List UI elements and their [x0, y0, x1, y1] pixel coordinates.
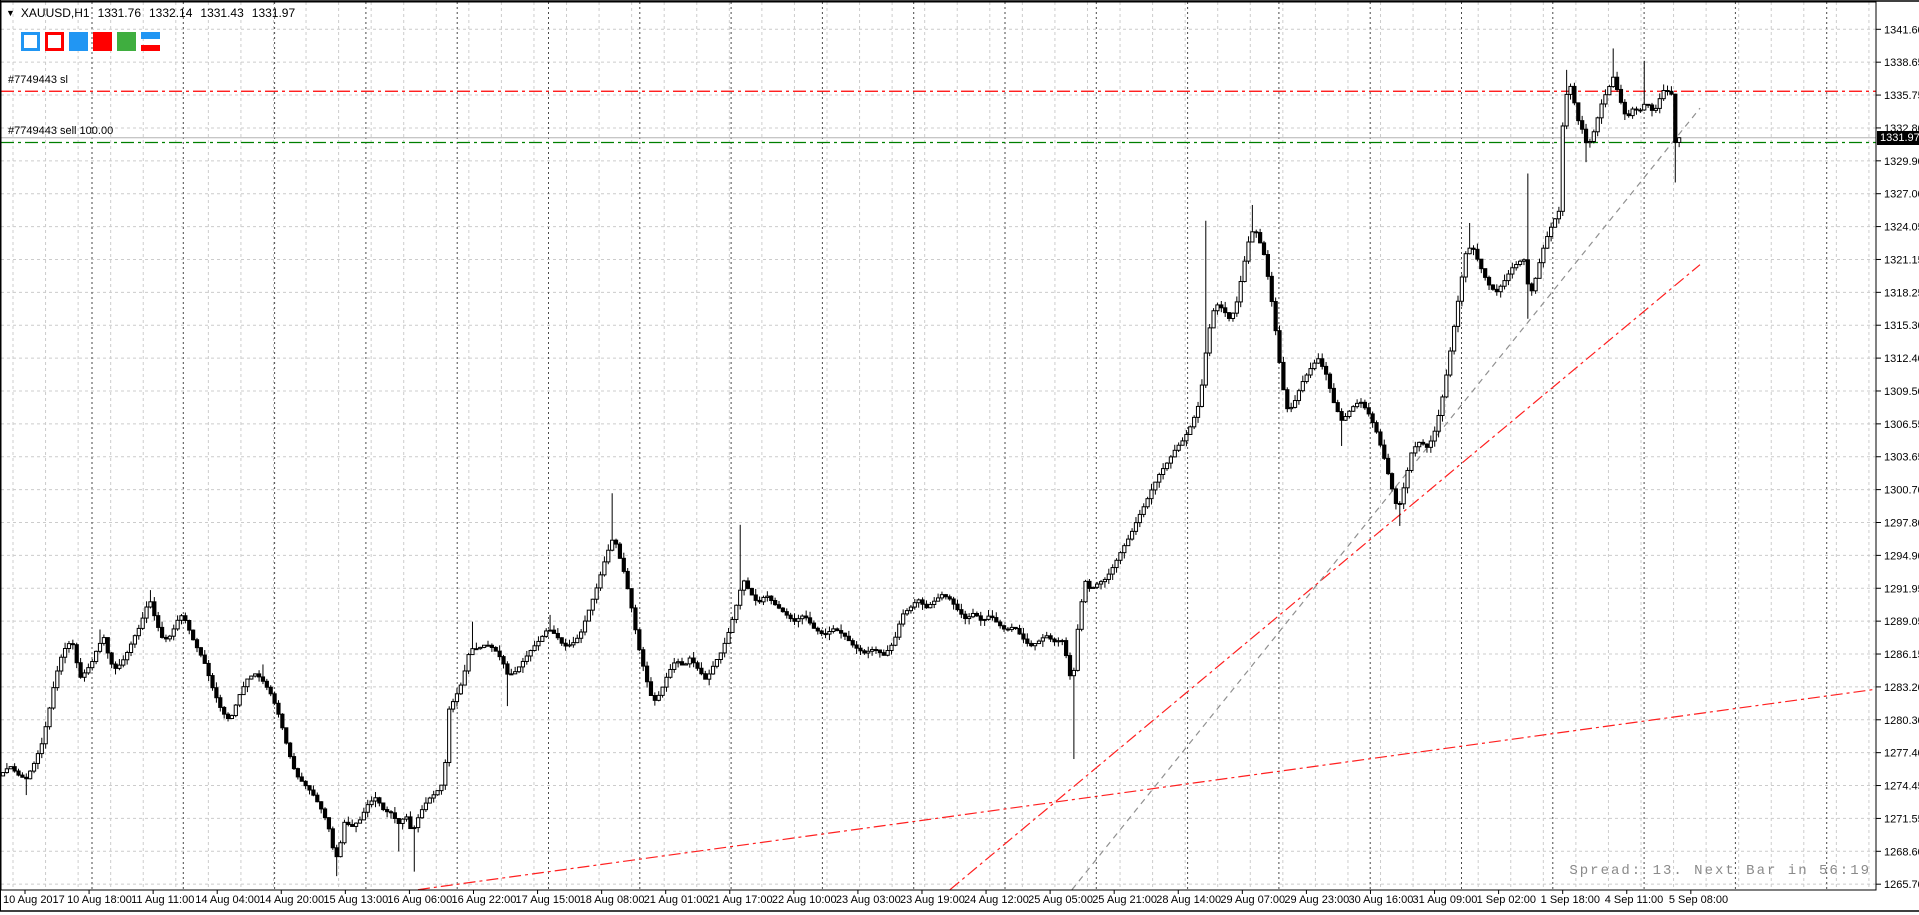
time-tick-label: 23 Aug 03:00 — [836, 894, 901, 906]
time-tick-label: 1 Sep 02:00 — [1477, 894, 1536, 906]
time-tick-label: 4 Sep 11:00 — [1605, 894, 1664, 906]
price-tick-label: 1327.00 — [1884, 189, 1919, 201]
square-outline-blue-icon[interactable] — [21, 32, 40, 51]
time-tick-label: 10 Aug 2017 — [3, 894, 65, 906]
price-tick-label: 1280.30 — [1884, 715, 1919, 727]
square-fill-red-icon[interactable] — [93, 32, 112, 51]
price-tick-label: 1341.60 — [1884, 24, 1919, 36]
time-tick-label: 21 Aug 17:00 — [708, 894, 773, 906]
price-tick-label: 1283.20 — [1884, 682, 1919, 694]
time-tick-label: 11 Aug 11:00 — [131, 894, 194, 906]
time-tick-label: 14 Aug 04:00 — [195, 894, 260, 906]
trendline-gray-dashed[interactable] — [1071, 107, 1701, 891]
candles — [0, 48, 1682, 877]
price-tick-label: 1309.50 — [1884, 386, 1919, 398]
sell-position-line-label[interactable]: #7749443 sell 100.00 — [8, 125, 114, 138]
trendline-red-gentle[interactable] — [417, 688, 1877, 891]
time-tick-label: 10 Aug 18:00 — [67, 894, 132, 906]
price-tick-label: 1300.70 — [1884, 485, 1919, 497]
time-tick-label: 29 Aug 07:00 — [1220, 894, 1285, 906]
price-tick-label: 1268.60 — [1884, 846, 1919, 858]
grid — [1, 2, 1876, 890]
spread-countdown-status: Spread: 13. Next Bar in 56:19 — [1569, 863, 1871, 879]
ohlc-open: 1331.76 — [97, 6, 141, 20]
square-outline-red-icon[interactable] — [45, 32, 64, 51]
stop-loss-line-label[interactable]: #7749443 sl — [8, 74, 68, 87]
chart-object-toolbar — [21, 32, 160, 51]
current-price-badge: 1331.97 — [1877, 130, 1919, 145]
price-tick-label: 1318.25 — [1884, 287, 1919, 299]
trendline-red-steep[interactable] — [949, 264, 1701, 891]
price-tick-label: 1291.95 — [1884, 583, 1919, 595]
time-tick-label: 29 Aug 23:00 — [1284, 894, 1349, 906]
time-tick-label: 16 Aug 06:00 — [387, 894, 452, 906]
ohlc-close: 1331.97 — [251, 6, 296, 20]
symbol-dropdown-icon[interactable]: ▼ — [6, 8, 15, 18]
time-tick-label: 5 Sep 08:00 — [1669, 894, 1728, 906]
bar-top — [141, 32, 160, 39]
price-tick-label: 1306.55 — [1884, 419, 1919, 431]
price-tick-label: 1312.40 — [1884, 353, 1919, 365]
time-axis[interactable]: 10 Aug 2017 10 Aug 18:00 11 Aug 11:00 14 Au… — [3, 890, 1728, 906]
price-tick-label: 1265.70 — [1884, 879, 1919, 891]
time-tick-label: 1 Sep 18:00 — [1541, 894, 1600, 906]
time-tick-label: 14 Aug 20:00 — [259, 894, 324, 906]
price-tick-label: 1277.40 — [1884, 748, 1919, 760]
trendlines — [417, 107, 1877, 891]
ohlc-high: 1332.14 — [149, 6, 193, 20]
square-fill-green-icon[interactable] — [117, 32, 136, 51]
price-tick-label: 1321.15 — [1884, 254, 1919, 266]
time-tick-label: 23 Aug 19:00 — [900, 894, 965, 906]
time-tick-label: 16 Aug 22:00 — [451, 894, 516, 906]
price-tick-label: 1335.75 — [1884, 90, 1919, 102]
price-tick-label: 1289.05 — [1884, 616, 1919, 628]
price-tick-label: 1286.15 — [1884, 649, 1919, 661]
price-tick-label: 1338.65 — [1884, 57, 1919, 69]
time-tick-label: 28 Aug 14:00 — [1156, 894, 1221, 906]
price-tick-label: 1274.45 — [1884, 781, 1919, 793]
time-tick-label: 25 Aug 21:00 — [1092, 894, 1157, 906]
square-fill-blue-icon[interactable] — [69, 32, 88, 51]
ohlc-low: 1331.43 — [200, 6, 244, 20]
chart-title: ▼ XAUUSD,H1 1331.76 1332.14 1331.43 1331… — [6, 6, 295, 20]
price-axis[interactable]: 1341.601338.651335.751332.801329.901327.… — [1876, 24, 1919, 891]
time-tick-label: 22 Aug 10:00 — [772, 894, 837, 906]
time-tick-label: 15 Aug 13:00 — [323, 894, 388, 906]
price-tick-label: 1303.65 — [1884, 452, 1919, 464]
price-tick-label: 1329.90 — [1884, 156, 1919, 168]
time-tick-label: 25 Aug 05:00 — [1028, 894, 1093, 906]
price-tick-label: 1294.90 — [1884, 550, 1919, 562]
price-tick-label: 1324.05 — [1884, 222, 1919, 234]
price-tick-label: 1271.55 — [1884, 813, 1919, 825]
time-tick-label: 24 Aug 12:00 — [964, 894, 1029, 906]
price-tick-label: 1315.30 — [1884, 320, 1919, 332]
time-tick-label: 18 Aug 08:00 — [580, 894, 645, 906]
symbol-period-label: XAUUSD,H1 — [20, 6, 90, 20]
time-tick-label: 17 Aug 15:00 — [516, 894, 581, 906]
time-tick-label: 30 Aug 16:00 — [1348, 894, 1413, 906]
time-tick-label: 31 Aug 09:00 — [1413, 894, 1478, 906]
day-separators — [91, 2, 1828, 890]
hbars-blue-red-icon[interactable] — [141, 32, 160, 51]
time-tick-label: 21 Aug 01:00 — [644, 894, 709, 906]
bar-bottom — [141, 45, 160, 51]
price-tick-label: 1297.80 — [1884, 518, 1919, 530]
